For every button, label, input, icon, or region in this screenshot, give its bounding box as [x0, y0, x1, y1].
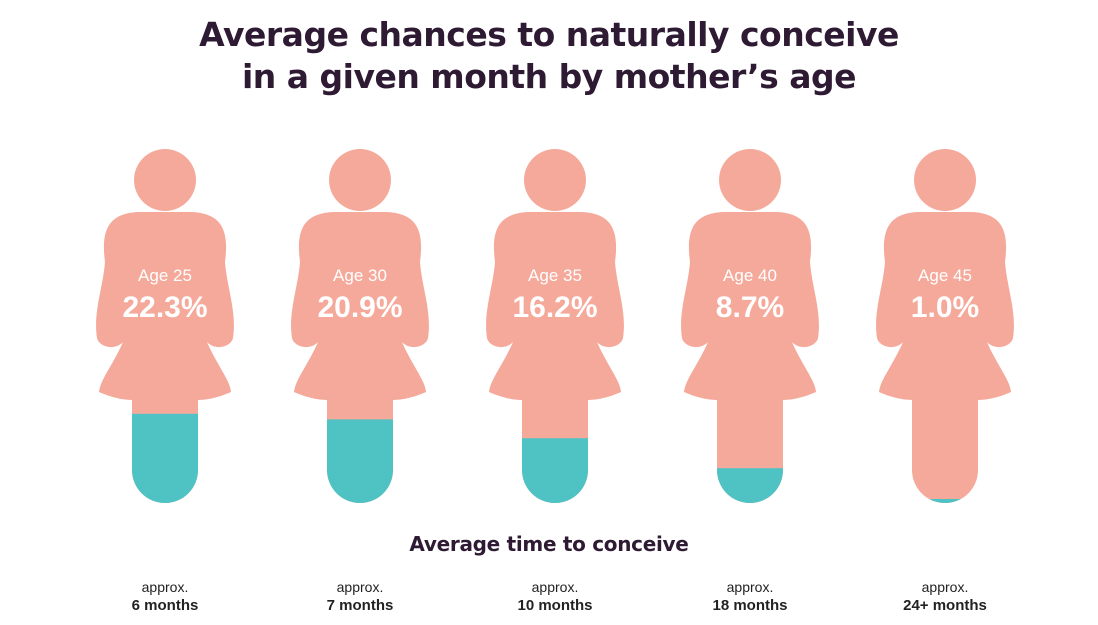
time-col-age-30: approx. 7 months [280, 578, 440, 616]
percentage-label: 22.3% [122, 291, 207, 324]
approx-label: approx. [336, 579, 384, 595]
age-label: Age 45 [918, 266, 972, 285]
figure-age-35: Age 35 16.2% [486, 149, 624, 503]
chart-title: Average chances to naturally conceive in… [0, 14, 1098, 98]
figures-chart: Age 25 22.3% Age 30 20.9% Age 35 16.2% Age 40 8… [96, 149, 1014, 503]
figure-head [134, 149, 196, 211]
months-label: 10 months [517, 597, 593, 614]
approx-label: approx. [141, 579, 189, 595]
approx-label: approx. [531, 579, 579, 595]
time-col-age-45: approx. 24+ months [865, 578, 1025, 616]
figure-head [329, 149, 391, 211]
age-label: Age 30 [333, 266, 387, 285]
figure-age-25: Age 25 22.3% [96, 149, 234, 503]
months-label: 18 months [712, 597, 788, 614]
approx-label: approx. [921, 579, 969, 595]
figure-body [681, 212, 819, 400]
age-label: Age 40 [723, 266, 777, 285]
figure-body [486, 212, 624, 400]
title-line-2: in a given month by mother’s age [241, 57, 857, 96]
conception-chance-bar [717, 468, 783, 503]
figure-head [524, 149, 586, 211]
figure-body [876, 212, 1014, 400]
figure-body [96, 212, 234, 400]
conception-chance-bar [522, 438, 588, 503]
months-label: 7 months [326, 597, 394, 614]
time-to-conceive-heading: Average time to conceive [409, 532, 689, 556]
figure-head [914, 149, 976, 211]
figure-head [719, 149, 781, 211]
time-col-age-40: approx. 18 months [670, 578, 830, 616]
percentage-label: 16.2% [512, 291, 597, 324]
figure-age-45: Age 45 1.0% [876, 149, 1014, 503]
months-label: 6 months [131, 597, 199, 614]
time-col-age-25: approx. 6 months [85, 578, 245, 616]
title-line-1: Average chances to naturally conceive [199, 15, 899, 54]
percentage-label: 1.0% [911, 291, 979, 324]
figure-age-30: Age 30 20.9% [291, 149, 429, 503]
time-col-age-35: approx. 10 months [475, 578, 635, 616]
conception-chance-bar [327, 419, 393, 503]
months-label: 24+ months [903, 597, 987, 614]
approx-label: approx. [726, 579, 774, 595]
percentage-label: 20.9% [317, 291, 402, 324]
conception-chance-bar [912, 499, 978, 503]
percentage-label: 8.7% [716, 291, 784, 324]
age-label: Age 25 [138, 266, 192, 285]
figure-body [291, 212, 429, 400]
age-label: Age 35 [528, 266, 582, 285]
figure-legs [912, 380, 978, 503]
conception-chance-bar [132, 413, 198, 503]
figure-age-40: Age 40 8.7% [681, 149, 819, 503]
